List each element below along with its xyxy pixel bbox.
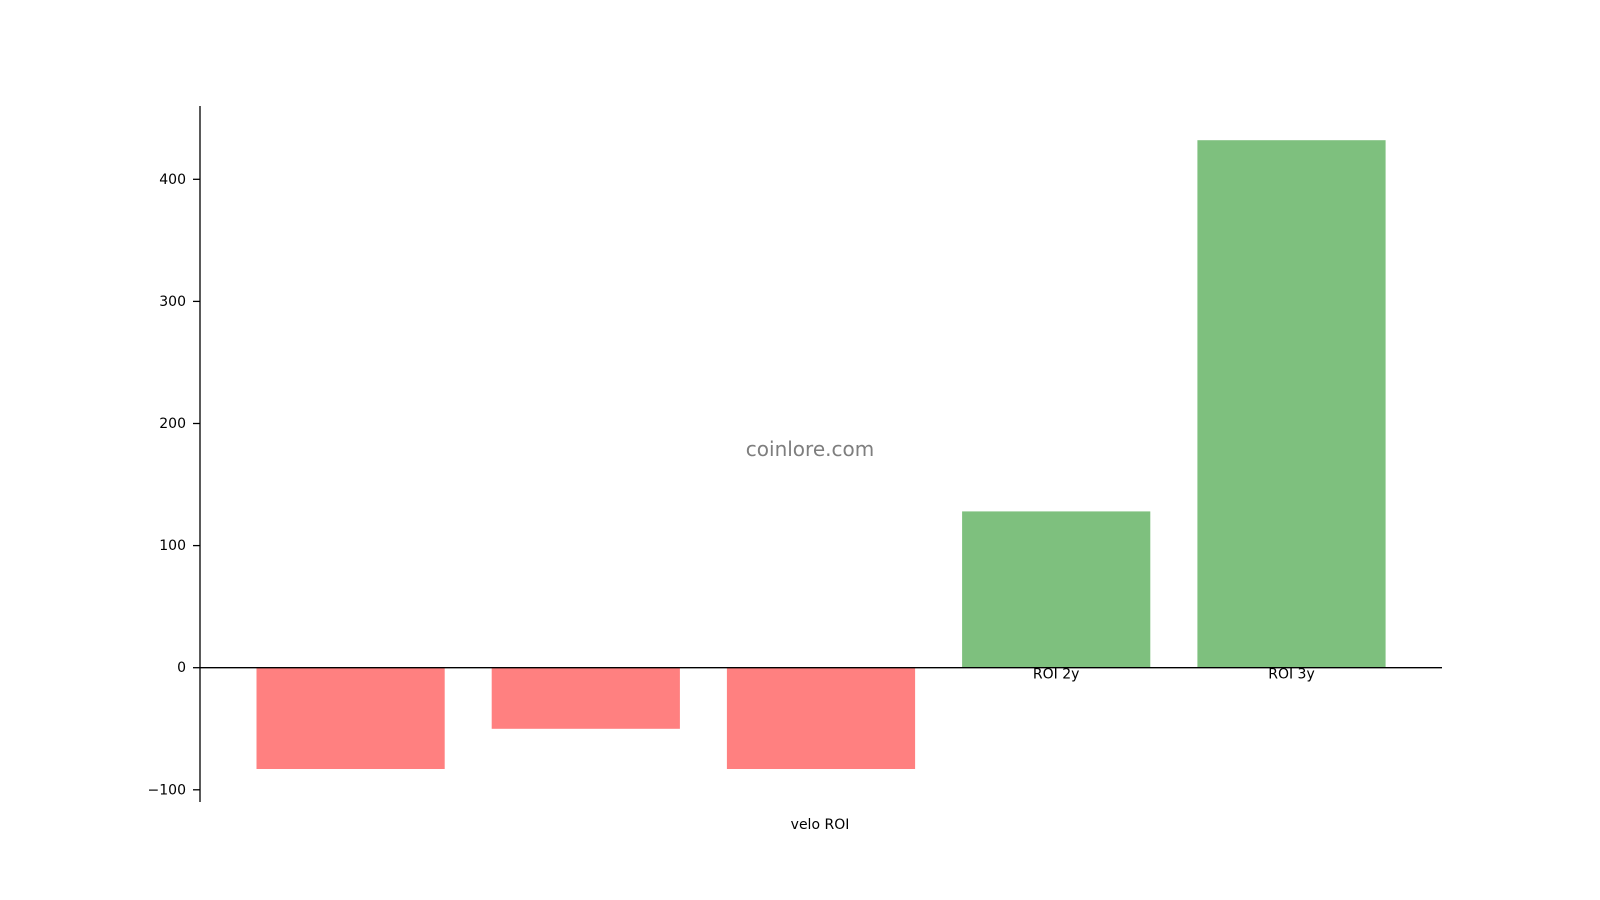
bar-segment-0 — [256, 667, 445, 769]
y-tick-label: 100 — [159, 538, 186, 554]
x-tick-label: ROI 2y — [1033, 667, 1080, 683]
x-tick-label: ROI 3y — [1268, 667, 1315, 683]
bar-segment-1 — [491, 667, 680, 729]
y-tick-label: 0 — [177, 660, 186, 676]
bar-roi-3y — [1197, 140, 1386, 668]
bar-segment-2 — [726, 667, 916, 769]
y-tick-label: 300 — [159, 294, 186, 310]
y-tick-label: 200 — [159, 416, 186, 432]
y-tick-label: −100 — [148, 782, 186, 798]
bar-roi-2y — [962, 511, 1151, 668]
y-tick-label: 400 — [159, 172, 186, 188]
x-axis-title: velo ROI — [790, 817, 850, 833]
